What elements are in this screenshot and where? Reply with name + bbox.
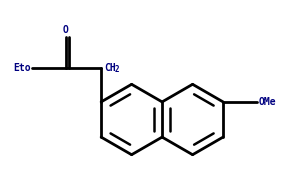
Text: OMe: OMe: [258, 97, 276, 107]
Text: CH: CH: [104, 63, 116, 73]
Text: Eto: Eto: [13, 63, 31, 74]
Text: 2: 2: [114, 65, 119, 74]
Text: O: O: [63, 25, 69, 35]
